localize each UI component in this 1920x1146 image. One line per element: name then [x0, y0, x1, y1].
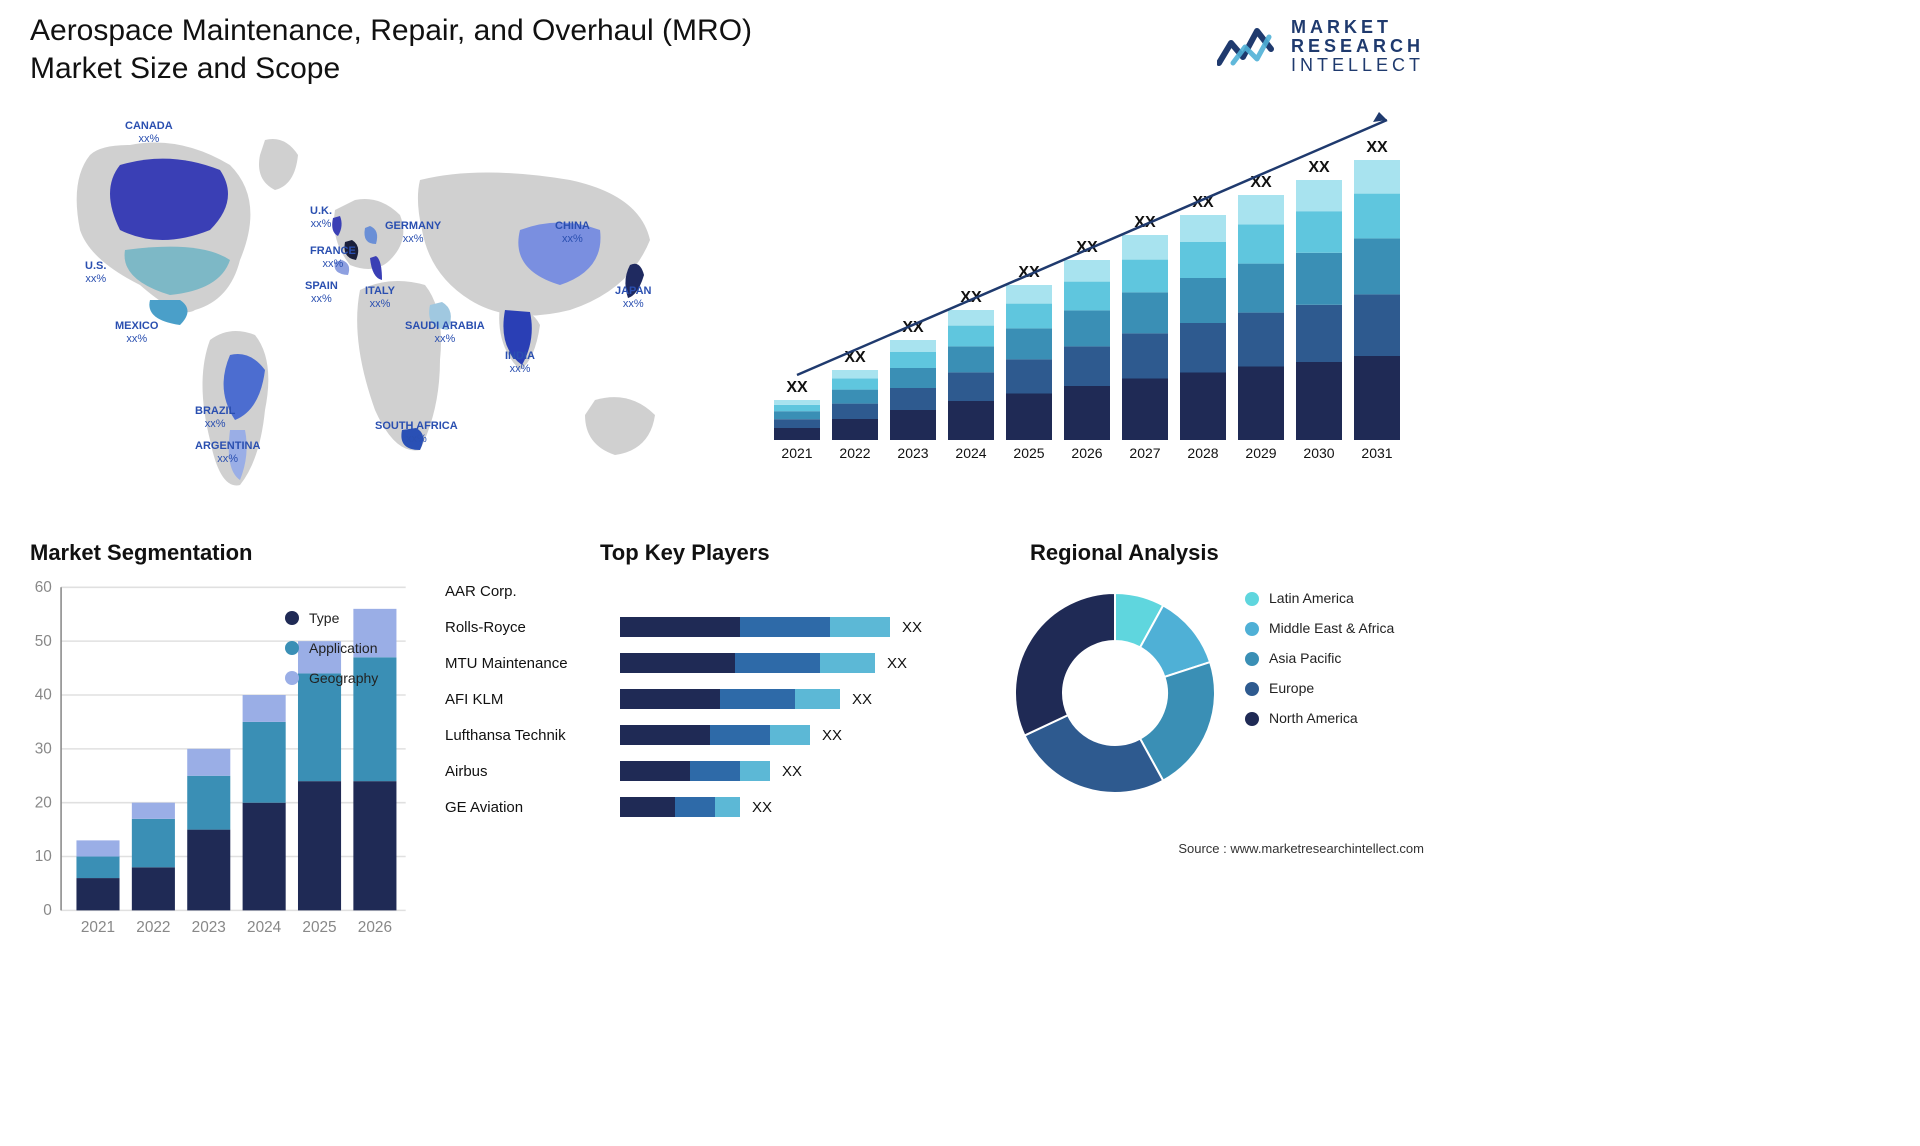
player-label: Rolls-Royce [445, 619, 620, 636]
svg-text:2021: 2021 [781, 445, 812, 461]
source-attribution: Source : www.marketresearchintellect.com [1178, 841, 1424, 856]
player-row: AAR Corp. [445, 575, 975, 607]
regional-donut-chart [1000, 578, 1230, 808]
map-label: GERMANYxx% [385, 220, 441, 245]
svg-text:XX: XX [786, 379, 808, 396]
svg-text:2026: 2026 [358, 919, 392, 936]
legend-item: Europe [1245, 680, 1394, 696]
legend-item: Middle East & Africa [1245, 620, 1394, 636]
svg-text:2029: 2029 [1245, 445, 1276, 461]
segmentation-legend: Type Application Geography [285, 610, 378, 700]
map-label: U.S.xx% [85, 260, 106, 285]
map-label: BRAZILxx% [195, 405, 235, 430]
player-value: XX [852, 691, 872, 708]
svg-text:2024: 2024 [955, 445, 986, 461]
map-label: INDIAxx% [505, 350, 535, 375]
player-label: AAR Corp. [445, 583, 620, 600]
player-row: GE Aviation XX [445, 791, 975, 823]
legend-item: Type [285, 610, 378, 626]
player-label: GE Aviation [445, 799, 620, 816]
player-bar [620, 689, 840, 709]
map-label: JAPANxx% [615, 285, 651, 310]
svg-text:2025: 2025 [1013, 445, 1044, 461]
svg-text:2022: 2022 [136, 919, 170, 936]
players-chart: AAR Corp.Rolls-RoyceXXMTU MaintenanceXXA… [445, 575, 975, 835]
map-label: FRANCExx% [310, 245, 356, 270]
player-value: XX [902, 619, 922, 636]
svg-text:2026: 2026 [1071, 445, 1102, 461]
legend-item: Asia Pacific [1245, 650, 1394, 666]
players-title: Top Key Players [600, 540, 770, 566]
page-title: Aerospace Maintenance, Repair, and Overh… [30, 12, 790, 87]
legend-item: Latin America [1245, 590, 1394, 606]
player-label: MTU Maintenance [445, 655, 620, 672]
svg-text:2030: 2030 [1303, 445, 1334, 461]
player-value: XX [887, 655, 907, 672]
svg-text:50: 50 [35, 633, 52, 650]
svg-text:2027: 2027 [1129, 445, 1160, 461]
svg-text:2024: 2024 [247, 919, 282, 936]
map-label: SPAINxx% [305, 280, 338, 305]
svg-text:20: 20 [35, 794, 52, 811]
map-label: U.K.xx% [310, 205, 332, 230]
player-row: AFI KLM XX [445, 683, 975, 715]
svg-text:XX: XX [844, 349, 866, 366]
legend-item: Geography [285, 670, 378, 686]
player-label: Lufthansa Technik [445, 727, 620, 744]
player-value: XX [822, 727, 842, 744]
legend-item: North America [1245, 710, 1394, 726]
player-row: Airbus XX [445, 755, 975, 787]
svg-text:2023: 2023 [897, 445, 928, 461]
map-label: CANADAxx% [125, 120, 173, 145]
map-label: ARGENTINAxx% [195, 440, 260, 465]
svg-text:2028: 2028 [1187, 445, 1218, 461]
svg-text:2022: 2022 [839, 445, 870, 461]
regional-legend: Latin America Middle East & Africa Asia Pa… [1245, 590, 1394, 740]
svg-text:XX: XX [1308, 159, 1330, 176]
svg-text:2021: 2021 [81, 919, 115, 936]
player-value: XX [752, 799, 772, 816]
player-bar [620, 761, 770, 781]
player-label: AFI KLM [445, 691, 620, 708]
player-value: XX [782, 763, 802, 780]
svg-text:2025: 2025 [302, 919, 336, 936]
player-bar [620, 725, 810, 745]
player-row: MTU Maintenance XX [445, 647, 975, 679]
svg-text:40: 40 [35, 687, 52, 704]
player-row: Rolls-Royce XX [445, 611, 975, 643]
player-bar [620, 653, 875, 673]
svg-text:2031: 2031 [1361, 445, 1392, 461]
svg-text:0: 0 [43, 902, 52, 919]
player-bar [620, 617, 890, 637]
map-label: MEXICOxx% [115, 320, 158, 345]
svg-text:60: 60 [35, 579, 52, 596]
svg-text:2023: 2023 [192, 919, 226, 936]
svg-text:30: 30 [35, 740, 52, 757]
map-label: CHINAxx% [555, 220, 590, 245]
svg-text:10: 10 [35, 848, 52, 865]
map-label: SAUDI ARABIAxx% [405, 320, 485, 345]
segmentation-title: Market Segmentation [30, 540, 253, 566]
logo-mark-icon [1217, 23, 1281, 69]
logo-text: MARKET RESEARCH INTELLECT [1291, 18, 1424, 75]
growth-bar-chart: 2021XX2022XX2023XX2024XX2025XX2026XX2027… [764, 110, 1424, 470]
player-label: Airbus [445, 763, 620, 780]
map-label: ITALYxx% [365, 285, 395, 310]
regional-title: Regional Analysis [1030, 540, 1219, 566]
player-bar [620, 797, 740, 817]
world-map: CANADAxx% U.S.xx% MEXICOxx% BRAZILxx% ARGENT… [30, 110, 710, 510]
map-label: SOUTH AFRICAxx% [375, 420, 458, 445]
player-row: Lufthansa Technik XX [445, 719, 975, 751]
svg-text:XX: XX [1366, 139, 1388, 156]
brand-logo: MARKET RESEARCH INTELLECT [1217, 18, 1424, 75]
legend-item: Application [285, 640, 378, 656]
